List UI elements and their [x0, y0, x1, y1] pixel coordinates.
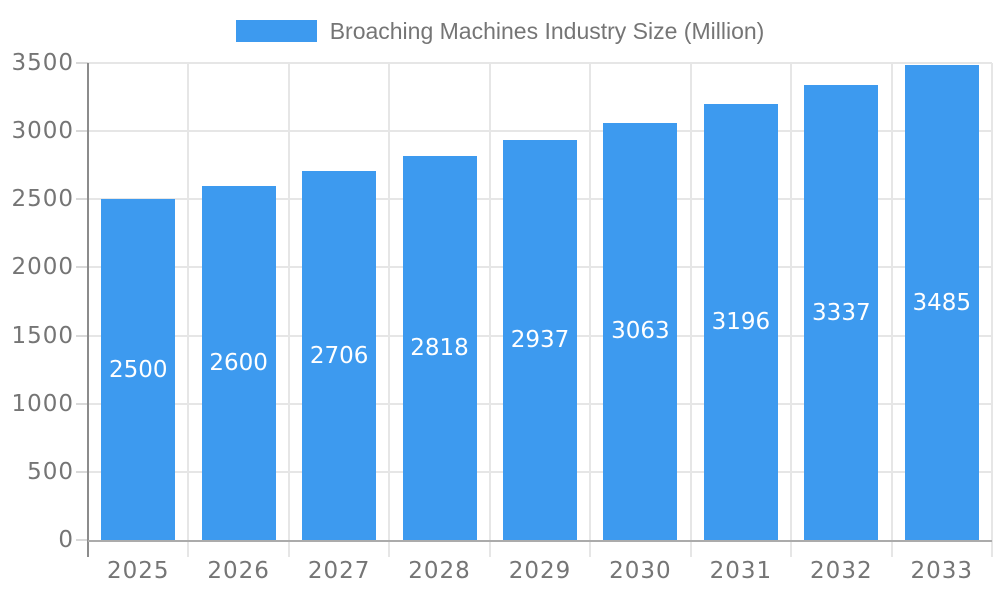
x-axis-label: 2029 [508, 558, 572, 584]
bar-value-label: 2818 [410, 334, 469, 361]
bar-value-label: 2937 [510, 326, 570, 353]
x-gridline [488, 63, 491, 557]
bar[interactable] [904, 65, 979, 540]
bar[interactable] [503, 139, 577, 540]
x-axis-label: 2033 [910, 558, 974, 584]
bar[interactable] [703, 104, 778, 540]
y-tick-label: 2500 [11, 186, 74, 213]
x-axis-label: 2028 [408, 558, 471, 584]
x-gridline [991, 63, 993, 557]
y-tick-mark [76, 62, 88, 64]
y-tick-label: 1000 [11, 390, 74, 417]
y-tick-mark [76, 130, 88, 133]
bar[interactable] [402, 155, 477, 540]
bar-value-label: 2706 [309, 342, 369, 369]
x-axis-label: 2025 [106, 558, 170, 584]
x-gridline [589, 63, 592, 557]
x-axis-label: 2030 [609, 558, 672, 584]
bar[interactable] [804, 85, 879, 540]
y-tick-mark [76, 198, 88, 201]
x-gridline [388, 63, 391, 557]
y-tick-label: 2000 [11, 254, 74, 281]
y-tick-label: 500 [27, 458, 74, 485]
y-tick-label: 3500 [11, 50, 74, 76]
y-tick-mark [76, 539, 88, 541]
y-gridline [88, 130, 992, 133]
legend-swatch [235, 20, 317, 42]
bar-value-label: 3063 [611, 318, 670, 345]
bar[interactable] [302, 171, 377, 540]
x-gridline [287, 63, 290, 557]
x-gridline [187, 63, 190, 557]
y-axis-line [87, 63, 89, 557]
x-axis-label: 2027 [307, 558, 371, 584]
x-axis-label: 2026 [207, 558, 270, 584]
y-gridline [88, 62, 992, 64]
x-gridline [890, 63, 893, 557]
bar[interactable] [101, 199, 176, 540]
x-axis-label: 2031 [709, 558, 773, 584]
y-tick-mark [76, 470, 88, 473]
y-tick-mark [76, 402, 88, 405]
legend-label: Broaching Machines Industry Size (Millio… [329, 17, 765, 44]
x-axis-line [88, 540, 992, 542]
x-gridline [689, 63, 692, 557]
bar-value-label: 3337 [812, 299, 871, 326]
legend[interactable]: Broaching Machines Industry Size (Millio… [0, 14, 1000, 48]
x-axis-label: 2032 [810, 558, 873, 584]
bar-value-label: 2600 [209, 349, 268, 376]
bar-value-label: 2500 [108, 356, 168, 383]
bar[interactable] [603, 122, 678, 540]
bar-value-label: 3196 [711, 309, 771, 336]
y-tick-label: 3000 [11, 118, 74, 145]
y-tick-label: 0 [58, 527, 74, 553]
y-tick-mark [76, 334, 88, 337]
bar-value-label: 3485 [912, 289, 972, 316]
bar[interactable] [201, 185, 276, 540]
y-tick-mark [76, 266, 88, 269]
x-gridline [790, 63, 793, 557]
y-tick-label: 1500 [11, 322, 74, 349]
